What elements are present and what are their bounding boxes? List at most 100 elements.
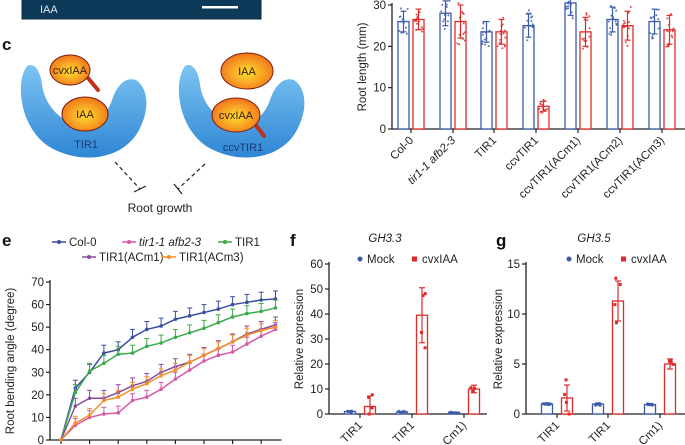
data-point bbox=[671, 30, 674, 33]
receptor-label: TIR1 bbox=[74, 139, 98, 151]
data-point bbox=[670, 12, 673, 15]
bar bbox=[648, 20, 661, 130]
legend-label: TIR1(ACm1) bbox=[99, 252, 164, 264]
data-point bbox=[173, 377, 178, 381]
data-point bbox=[564, 400, 568, 404]
data-point bbox=[614, 20, 617, 23]
data-point bbox=[626, 44, 629, 47]
x-tick-label: TIR1 bbox=[391, 420, 417, 445]
data-point bbox=[421, 294, 425, 298]
data-point bbox=[610, 34, 613, 37]
data-point bbox=[499, 38, 502, 41]
data-point bbox=[624, 41, 627, 44]
data-point bbox=[615, 23, 618, 26]
data-point bbox=[529, 24, 532, 27]
data-point bbox=[671, 362, 675, 366]
data-point bbox=[418, 10, 421, 13]
data-point bbox=[245, 311, 249, 316]
data-point bbox=[565, 7, 568, 10]
data-point bbox=[629, 6, 632, 9]
data-point bbox=[159, 373, 163, 378]
ligand-iaa: IAA bbox=[61, 96, 109, 132]
data-point bbox=[649, 32, 652, 35]
data-point bbox=[173, 317, 178, 322]
legend-label: Mock bbox=[367, 254, 395, 266]
data-point bbox=[501, 23, 504, 26]
data-point bbox=[116, 395, 120, 399]
data-point bbox=[567, 5, 570, 8]
legend-label: cvxIAA bbox=[422, 254, 458, 266]
data-point bbox=[657, 27, 660, 30]
data-point bbox=[544, 108, 547, 111]
legend-item: Col-0 bbox=[52, 237, 96, 249]
y-tick-label: 40 bbox=[310, 309, 323, 321]
data-point bbox=[651, 37, 654, 40]
y-tick-label: 10 bbox=[310, 384, 323, 396]
legend: Mock cvxIAA bbox=[566, 254, 667, 266]
y-tick-label: 10 bbox=[507, 309, 520, 321]
data-point bbox=[398, 29, 401, 32]
data-point bbox=[130, 351, 135, 355]
data-point bbox=[608, 32, 611, 35]
x-tick-label: Cm1) bbox=[441, 420, 469, 445]
y-tick-label: 10 bbox=[373, 83, 386, 95]
scale-bar bbox=[202, 6, 238, 9]
data-point bbox=[456, 42, 459, 45]
data-point bbox=[416, 17, 419, 20]
data-point bbox=[87, 396, 92, 401]
data-point bbox=[245, 333, 249, 337]
data-point bbox=[609, 27, 612, 30]
panel-letter: g bbox=[496, 231, 506, 250]
series-line bbox=[60, 326, 276, 441]
legend-marker bbox=[167, 255, 171, 259]
x-tick-label: Cm1) bbox=[637, 420, 665, 445]
series-line bbox=[60, 328, 276, 441]
data-point bbox=[187, 368, 192, 372]
chart-title: GH3.3 bbox=[368, 233, 402, 245]
data-point bbox=[531, 25, 534, 28]
data-point bbox=[458, 43, 461, 46]
data-point bbox=[581, 47, 584, 50]
data-point bbox=[273, 325, 278, 329]
data-point bbox=[187, 330, 192, 335]
data-point bbox=[618, 282, 622, 286]
data-point bbox=[245, 342, 249, 346]
y-tick-label: 40 bbox=[31, 345, 44, 357]
bar bbox=[522, 25, 535, 130]
data-point bbox=[564, 378, 568, 382]
receptor-label: ccvTIR1 bbox=[223, 142, 263, 154]
legend: Mock cvxIAA bbox=[357, 254, 458, 266]
data-point bbox=[443, 27, 446, 30]
data-point bbox=[613, 303, 617, 307]
data-point bbox=[202, 326, 206, 331]
legend-marker bbox=[223, 240, 227, 244]
data-point bbox=[404, 26, 407, 29]
data-point bbox=[624, 25, 627, 28]
data-point bbox=[447, 14, 450, 17]
ligand-cvxiaa: cvxIAA bbox=[49, 54, 100, 92]
data-point bbox=[230, 315, 235, 319]
data-point bbox=[622, 23, 625, 26]
data-point bbox=[530, 20, 533, 23]
data-point bbox=[216, 346, 221, 351]
data-point bbox=[482, 33, 485, 36]
data-point bbox=[614, 276, 618, 280]
data-point bbox=[481, 27, 484, 30]
data-point bbox=[73, 390, 78, 395]
y-tick-label: 60 bbox=[310, 259, 323, 271]
data-point bbox=[259, 298, 264, 302]
series-tir1-acm3- bbox=[59, 319, 278, 442]
legend-label: TIR1 bbox=[235, 237, 260, 249]
data-point bbox=[413, 19, 416, 22]
data-point bbox=[487, 45, 490, 48]
data-point bbox=[230, 340, 235, 344]
data-point bbox=[666, 17, 669, 20]
data-point bbox=[588, 15, 591, 18]
microscopy-panel: IAA bbox=[21, 0, 262, 20]
data-point bbox=[102, 351, 106, 355]
data-point bbox=[496, 45, 499, 48]
y-tick-label: 50 bbox=[31, 322, 44, 334]
data-point bbox=[666, 30, 669, 33]
